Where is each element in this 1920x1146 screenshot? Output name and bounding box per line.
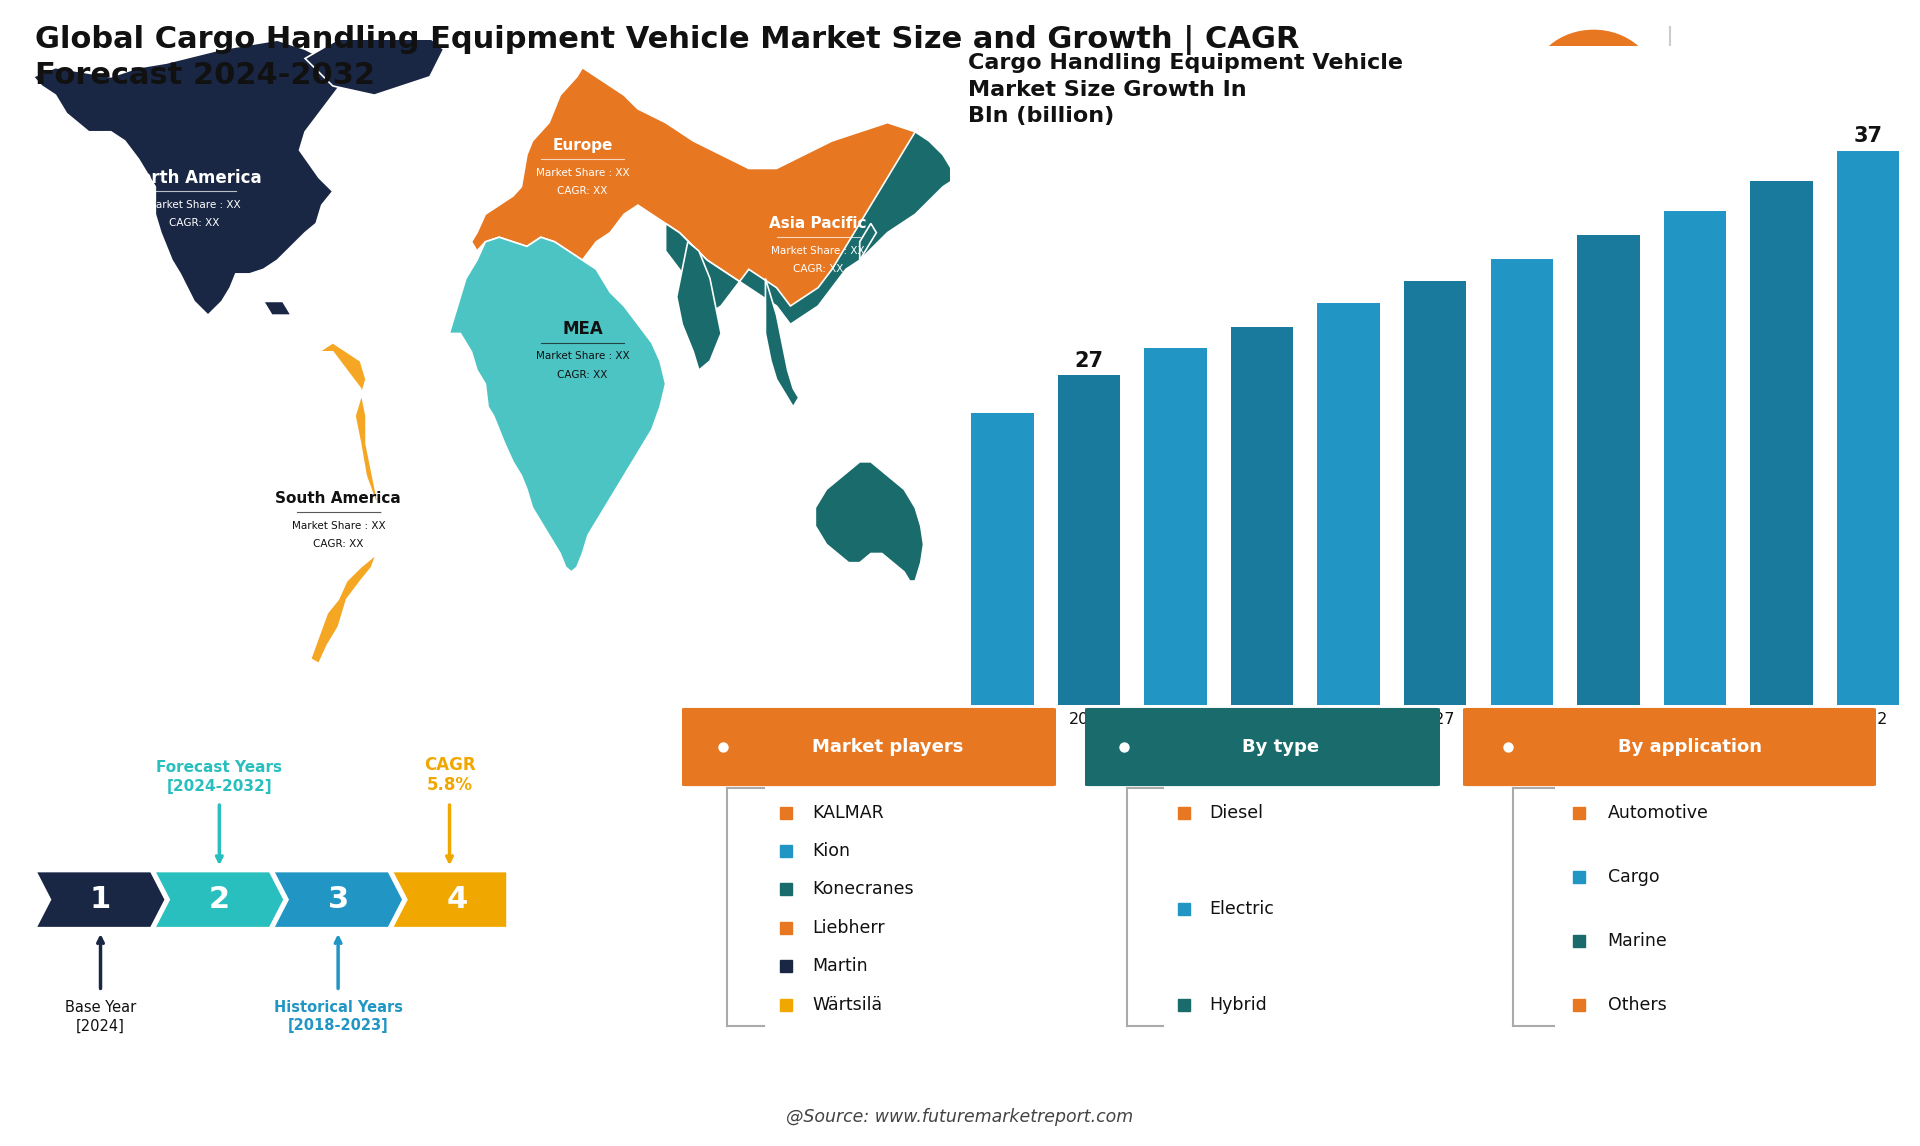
Bar (1058, 376, 1119, 705)
Bar (1317, 304, 1380, 705)
Text: FMR: FMR (1697, 45, 1759, 69)
Bar (1490, 259, 1553, 705)
Polygon shape (966, 572, 975, 609)
Polygon shape (472, 68, 956, 324)
Polygon shape (35, 871, 165, 928)
Text: 1: 1 (90, 885, 111, 915)
Text: Market Share : XX: Market Share : XX (292, 521, 386, 531)
Polygon shape (766, 278, 799, 407)
Polygon shape (816, 462, 924, 581)
Bar (1231, 328, 1294, 705)
Text: CAGR: XX: CAGR: XX (557, 187, 607, 196)
Polygon shape (263, 301, 292, 315)
Text: KALMAR: KALMAR (812, 803, 885, 822)
Text: MEA: MEA (563, 320, 603, 338)
Text: Martin: Martin (812, 957, 868, 975)
Polygon shape (449, 237, 666, 572)
Text: Hybrid: Hybrid (1210, 996, 1267, 1013)
Text: ❧: ❧ (1584, 64, 1603, 88)
Text: North America: North America (127, 168, 261, 187)
Polygon shape (666, 132, 956, 324)
Text: Cargo: Cargo (1607, 868, 1659, 886)
Text: Global Cargo Handling Equipment Vehicle Market Size and Growth | CAGR
Forecast 2: Global Cargo Handling Equipment Vehicle … (35, 25, 1300, 91)
Text: Others: Others (1607, 996, 1667, 1013)
Text: Market Share : XX: Market Share : XX (536, 168, 630, 178)
Text: 3: 3 (328, 885, 349, 915)
Text: Forecast Years
[2024-2032]: Forecast Years [2024-2032] (156, 760, 282, 793)
Text: Market Share : XX: Market Share : XX (536, 352, 630, 361)
Text: By type: By type (1242, 738, 1319, 756)
Text: Kion: Kion (812, 842, 851, 861)
Polygon shape (860, 223, 876, 260)
Polygon shape (276, 343, 382, 664)
Text: Marine: Marine (1607, 932, 1667, 950)
Text: CAGR
5.8%: CAGR 5.8% (424, 756, 476, 793)
Text: Automotive: Automotive (1607, 803, 1709, 822)
Text: Europe: Europe (553, 138, 612, 154)
Text: Historical Years
[2018-2023]: Historical Years [2018-2023] (275, 999, 403, 1034)
FancyBboxPatch shape (676, 708, 1062, 786)
Text: CAGR: XX: CAGR: XX (557, 370, 607, 379)
Text: Liebherr: Liebherr (812, 919, 885, 936)
Text: Wärtsilä: Wärtsilä (812, 996, 883, 1013)
Bar (1837, 150, 1899, 705)
Text: CAGR: XX: CAGR: XX (793, 265, 843, 274)
Text: Electric: Electric (1210, 900, 1275, 918)
Text: 37: 37 (1853, 126, 1882, 147)
Text: Cargo Handling Equipment Vehicle
Market Size Growth In
Bln (billion): Cargo Handling Equipment Vehicle Market … (968, 54, 1404, 126)
Text: By application: By application (1619, 738, 1763, 756)
Text: Diesel: Diesel (1210, 803, 1263, 822)
FancyBboxPatch shape (1079, 708, 1446, 786)
Text: 27: 27 (1075, 351, 1104, 371)
Text: CAGR: XX: CAGR: XX (313, 540, 363, 549)
Polygon shape (305, 26, 444, 95)
Polygon shape (154, 871, 284, 928)
Polygon shape (33, 40, 348, 315)
Text: Konecranes: Konecranes (812, 880, 914, 898)
Bar (1144, 348, 1206, 705)
Text: South America: South America (275, 490, 401, 507)
Text: Base Year
[2024]: Base Year [2024] (65, 999, 136, 1034)
Bar (1665, 211, 1726, 705)
Bar (972, 413, 1033, 705)
Text: Market players: Market players (812, 738, 964, 756)
Text: Market Share : XX: Market Share : XX (148, 201, 240, 210)
Polygon shape (676, 242, 722, 370)
Polygon shape (392, 871, 507, 928)
Text: 2: 2 (209, 885, 230, 915)
Bar (1404, 281, 1467, 705)
Bar (1576, 235, 1640, 705)
Circle shape (1532, 31, 1655, 136)
Text: Market Share : XX: Market Share : XX (772, 246, 864, 256)
Polygon shape (273, 871, 403, 928)
Text: CAGR: XX: CAGR: XX (169, 219, 219, 228)
Text: 4: 4 (445, 885, 468, 915)
FancyBboxPatch shape (1457, 708, 1882, 786)
Bar (1751, 181, 1812, 705)
Text: Asia Pacific: Asia Pacific (770, 215, 868, 231)
Text: FUTURE MARKET REPORT: FUTURE MARKET REPORT (1697, 105, 1811, 113)
Text: @Source: www.futuremarketreport.com: @Source: www.futuremarketreport.com (787, 1108, 1133, 1127)
